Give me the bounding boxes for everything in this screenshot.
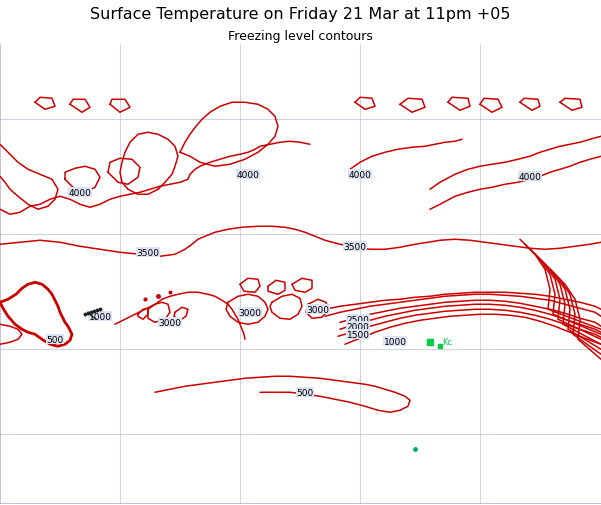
Text: 2000: 2000 [347, 322, 370, 331]
Text: 3000: 3000 [239, 308, 261, 317]
Text: 1000: 1000 [383, 337, 406, 346]
Text: 4000: 4000 [519, 172, 542, 181]
Text: Freezing level contours: Freezing level contours [228, 30, 373, 43]
Text: 3500: 3500 [136, 248, 159, 257]
Text: 3000: 3000 [307, 305, 329, 314]
Text: Kc: Kc [442, 338, 452, 346]
Text: 4000: 4000 [237, 170, 260, 179]
Text: 500: 500 [46, 335, 64, 344]
Text: 3000: 3000 [159, 318, 182, 327]
Text: 500: 500 [296, 388, 314, 397]
Text: 1500: 1500 [347, 330, 370, 339]
Text: Surface Temperature on Friday 21 Mar at 11pm +05: Surface Temperature on Friday 21 Mar at … [90, 7, 511, 22]
Text: 4000: 4000 [69, 188, 91, 197]
Text: 1000: 1000 [88, 312, 112, 321]
Text: 2500: 2500 [347, 315, 370, 324]
Text: 3500: 3500 [344, 242, 367, 251]
Text: 4000: 4000 [349, 170, 371, 179]
